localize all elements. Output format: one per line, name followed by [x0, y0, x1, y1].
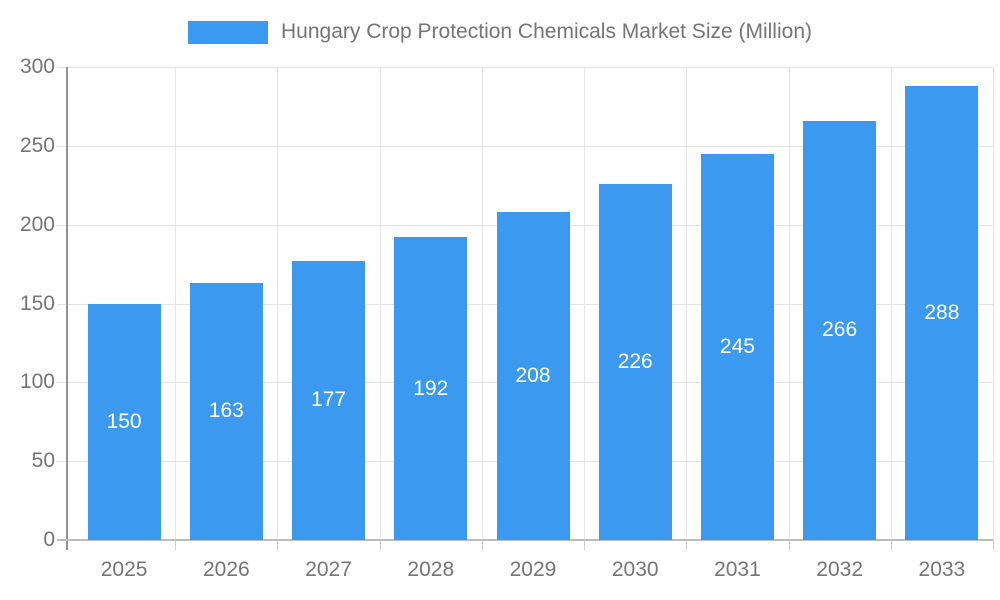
bar-2025: 150 [87, 303, 161, 540]
x-tick-label: 2026 [202, 558, 250, 581]
x-gridline [788, 67, 790, 540]
bar-value-label: 288 [924, 300, 960, 324]
x-axis-tick [890, 540, 892, 550]
bar-value-label: 245 [719, 334, 755, 358]
bar-2030: 226 [598, 183, 672, 540]
legend-swatch [187, 20, 268, 44]
y-tick-label: 200 [19, 212, 55, 236]
bar-value-label: 208 [515, 364, 551, 388]
x-gridline [686, 67, 688, 540]
x-axis-tick [686, 540, 688, 550]
y-gridline [57, 67, 993, 68]
bar-2026: 163 [189, 283, 263, 540]
bar-2032: 266 [803, 120, 877, 540]
bar-value-label: 163 [208, 399, 244, 423]
bar-value-label: 266 [822, 318, 858, 342]
bar-2029: 208 [496, 212, 570, 540]
x-gridline [993, 67, 994, 540]
x-axis-tick [788, 540, 790, 550]
x-gridline [379, 67, 381, 540]
x-tick-label: 2025 [100, 558, 148, 581]
x-axis-tick [277, 540, 279, 550]
x-tick-label: 2029 [509, 558, 557, 581]
x-tick-label: 2027 [305, 558, 352, 581]
bar-2028: 192 [394, 237, 468, 540]
y-tick-label: 150 [19, 291, 55, 315]
y-tick-label: 0 [43, 528, 55, 551]
y-tick-label: 50 [31, 449, 55, 473]
x-tick-label: 2033 [918, 558, 966, 581]
x-axis-tick [379, 540, 381, 550]
y-axis-line [66, 67, 68, 550]
y-tick-label: 250 [19, 133, 55, 157]
bar-value-label: 150 [106, 409, 142, 433]
x-tick-label: 2028 [407, 558, 455, 581]
x-gridline [890, 67, 892, 540]
y-tick-label: 100 [19, 370, 55, 394]
x-axis-tick [481, 540, 483, 550]
x-axis-tick [584, 540, 586, 550]
bar-2031: 245 [700, 153, 774, 540]
legend[interactable]: Hungary Crop Protection Chemicals Market… [0, 16, 1000, 48]
x-gridline [481, 67, 483, 540]
x-axis-tick [175, 540, 177, 550]
legend-label: Hungary Crop Protection Chemicals Market… [280, 20, 812, 43]
x-tick-label: 2032 [816, 558, 864, 581]
bar-2027: 177 [292, 260, 366, 540]
x-axis-tick [993, 540, 994, 550]
bar-2033: 288 [905, 85, 979, 540]
bar-value-label: 192 [413, 376, 449, 400]
x-tick-label: 2031 [714, 558, 761, 581]
x-gridline [175, 67, 177, 540]
y-gridline [57, 145, 993, 147]
bar-value-label: 226 [617, 349, 653, 373]
x-gridline [584, 67, 586, 540]
x-axis-line [57, 539, 993, 541]
x-tick-label: 2030 [611, 558, 659, 581]
bar-value-label: 177 [311, 388, 347, 412]
y-tick-label: 300 [19, 55, 55, 78]
x-gridline [277, 67, 279, 540]
